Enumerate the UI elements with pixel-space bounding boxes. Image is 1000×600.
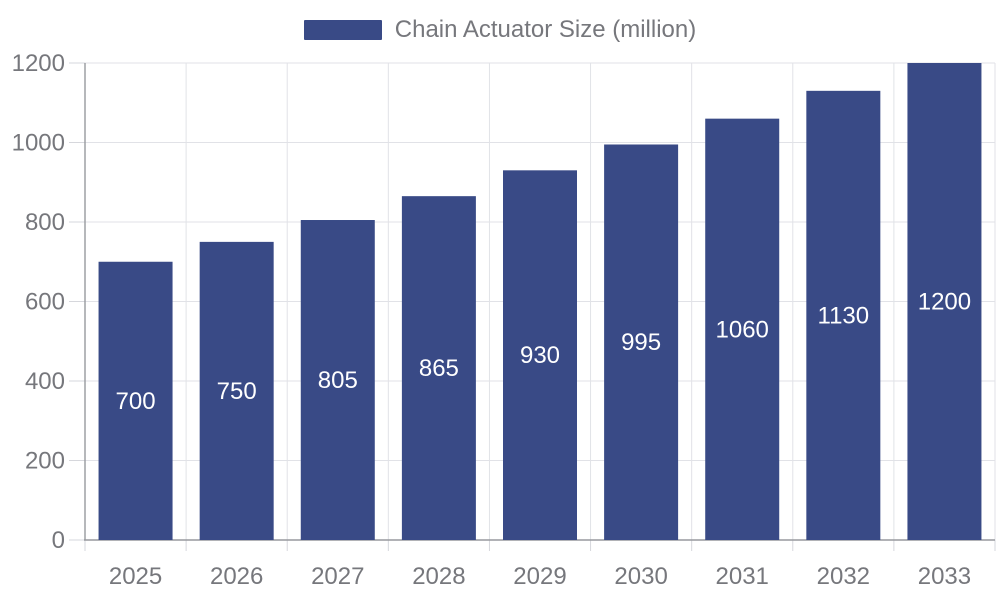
bar-2028[interactable] [401, 196, 476, 540]
bar-2025[interactable] [98, 261, 173, 540]
legend-label: Chain Actuator Size (million) [394, 16, 697, 43]
x-tick-label: 2025 [109, 563, 162, 590]
x-tick-label: 2032 [817, 563, 870, 590]
bar-2032[interactable] [806, 90, 881, 540]
bar-2030[interactable] [604, 144, 679, 541]
y-tick-label: 1200 [12, 50, 65, 77]
bar-2029[interactable] [503, 170, 577, 540]
bar-value-label: 750 [217, 378, 257, 405]
bar-value-label: 700 [116, 388, 156, 415]
legend-item[interactable]: Chain Actuator Size (million) [0, 16, 1000, 44]
bar-2027[interactable] [300, 220, 375, 540]
x-tick-label: 2028 [412, 563, 465, 590]
bar-value-label: 865 [419, 355, 459, 382]
bar-value-label: 995 [621, 329, 661, 356]
bar-value-label: 1130 [818, 302, 870, 329]
y-tick-label: 1000 [12, 130, 65, 157]
x-tick-label: 2029 [513, 563, 566, 590]
bar-2031[interactable] [705, 118, 780, 541]
x-tick-label: 2033 [918, 563, 971, 590]
y-tick-label: 400 [25, 368, 65, 395]
bar-value-label: 930 [520, 342, 560, 369]
y-tick-label: 800 [25, 209, 65, 236]
bar-value-label: 1060 [716, 316, 769, 343]
x-tick-label: 2027 [311, 563, 364, 590]
x-tick-label: 2030 [614, 563, 667, 590]
y-tick-label: 0 [52, 527, 65, 554]
bar-value-label: 1200 [918, 289, 971, 316]
bar-2026[interactable] [199, 241, 274, 540]
y-tick-label: 200 [25, 448, 65, 475]
x-tick-label: 2026 [210, 563, 263, 590]
y-tick-label: 600 [25, 289, 65, 316]
legend-swatch [303, 20, 382, 40]
bar-value-label: 805 [318, 367, 358, 394]
x-tick-label: 2031 [716, 563, 769, 590]
bar-2033[interactable] [907, 63, 982, 540]
